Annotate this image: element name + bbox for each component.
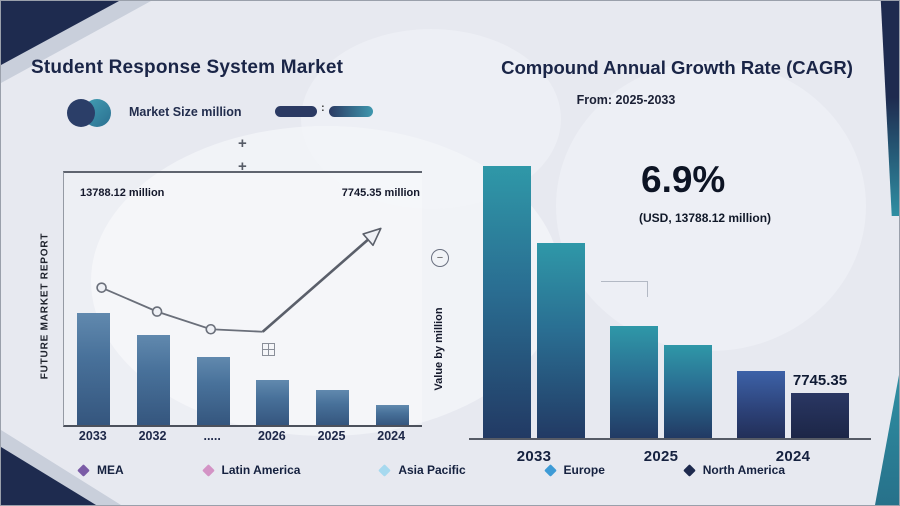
right-chart-bar <box>483 166 531 438</box>
legend-label: Europe <box>563 463 605 477</box>
pill-decoration <box>275 106 317 117</box>
left-bar-slot <box>243 173 303 425</box>
left-chart-title: Student Response System Market <box>31 57 344 78</box>
diamond-icon <box>201 463 215 477</box>
left-x-label: 2024 <box>377 429 406 443</box>
right-chart-bar <box>737 371 785 438</box>
grid-decoration <box>262 343 275 356</box>
plus-decoration: + <box>238 158 247 175</box>
legend-item-europe: Europe <box>543 463 605 477</box>
left-chart-bar <box>375 405 409 425</box>
annotated-bar: 7745.35 <box>791 372 849 438</box>
left-x-label: 2032 <box>138 429 167 443</box>
right-x-label: 2025 <box>643 448 679 465</box>
pill-decoration <box>329 106 373 117</box>
left-chart-bar <box>316 390 350 425</box>
diamond-icon <box>77 463 90 477</box>
right-bar-group-2033: 2033 <box>483 166 585 465</box>
right-bar-group-2024: 2024 7745.35 <box>737 166 849 465</box>
left-x-label: 2025 <box>317 429 346 443</box>
legend-item-mea: MEA <box>77 463 124 477</box>
left-chart-bar <box>196 357 230 425</box>
legend-item-asia-pacific: Asia Pacific <box>378 463 466 477</box>
left-chart-bar <box>137 335 170 425</box>
edge-decoration-bottom-right <box>875 375 899 505</box>
cagr-caption: (USD, 13788.12 million) <box>639 211 772 225</box>
left-chart-panel: 13788.12 million 7745.35 million <box>63 171 422 427</box>
max-value-label: 13788.12 million <box>80 187 165 199</box>
left-x-label: 2026 <box>257 429 286 443</box>
right-chart-title: Compound Annual Growth Rate (CAGR) <box>501 57 853 78</box>
right-chart-bar <box>537 243 585 438</box>
left-bar-slot <box>362 173 422 425</box>
left-x-label: ..... <box>203 429 221 443</box>
market-size-legend-label: Market Size million <box>129 105 242 119</box>
diamond-icon <box>682 463 696 477</box>
right-chart-bar <box>610 326 658 438</box>
right-x-label: 2033 <box>516 448 552 465</box>
right-x-axis <box>469 438 871 440</box>
legend-item-north-america: North America <box>682 463 785 477</box>
left-bar-slot <box>183 173 243 425</box>
diamond-icon <box>543 463 557 477</box>
left-x-label: 2033 <box>78 429 107 443</box>
left-y-axis-label: FUTURE MARKET REPORT <box>39 232 51 380</box>
left-bars <box>64 173 422 425</box>
legend-item-latin-america: Latin America <box>201 463 301 477</box>
region-legend: MEA Latin America Asia Pacific Europe North … <box>77 463 785 477</box>
end-value-label: 7745.35 million <box>341 187 420 199</box>
right-bars: 2033 2025 2024 7745.35 <box>483 166 849 465</box>
diamond-icon <box>378 463 392 477</box>
right-chart-bar <box>791 393 849 438</box>
plus-decoration: + <box>238 135 247 152</box>
left-x-axis-labels: 2033 2032..... 2026 2025 2024 <box>63 429 421 443</box>
right-y-axis-label: Value by million <box>433 307 445 391</box>
right-chart-bar <box>664 345 712 438</box>
legend-label: MEA <box>97 463 124 477</box>
pill-separator: : <box>321 102 325 114</box>
legend-label: Asia Pacific <box>398 463 466 477</box>
legend-label: Latin America <box>221 463 301 477</box>
cagr-value: 6.9% <box>641 159 726 200</box>
bar-value-label: 7745.35 <box>792 372 848 389</box>
step-decoration <box>601 281 648 297</box>
left-bar-slot <box>64 173 124 425</box>
right-bar-group-2025: 2025 <box>610 166 712 465</box>
left-chart-bar <box>77 313 111 425</box>
legend-label: North America <box>702 463 785 477</box>
background-blob <box>556 61 866 351</box>
edge-decoration-top-right <box>880 1 899 216</box>
left-bar-slot <box>124 173 184 425</box>
right-x-label: 2024 <box>775 448 811 465</box>
market-size-icon <box>67 98 115 128</box>
left-bar-slot <box>303 173 363 425</box>
cagr-period: From: 2025-2033 <box>576 93 676 107</box>
left-chart-bar <box>256 380 290 425</box>
minus-decoration: − <box>431 249 449 267</box>
navy-circle-icon <box>67 99 95 127</box>
